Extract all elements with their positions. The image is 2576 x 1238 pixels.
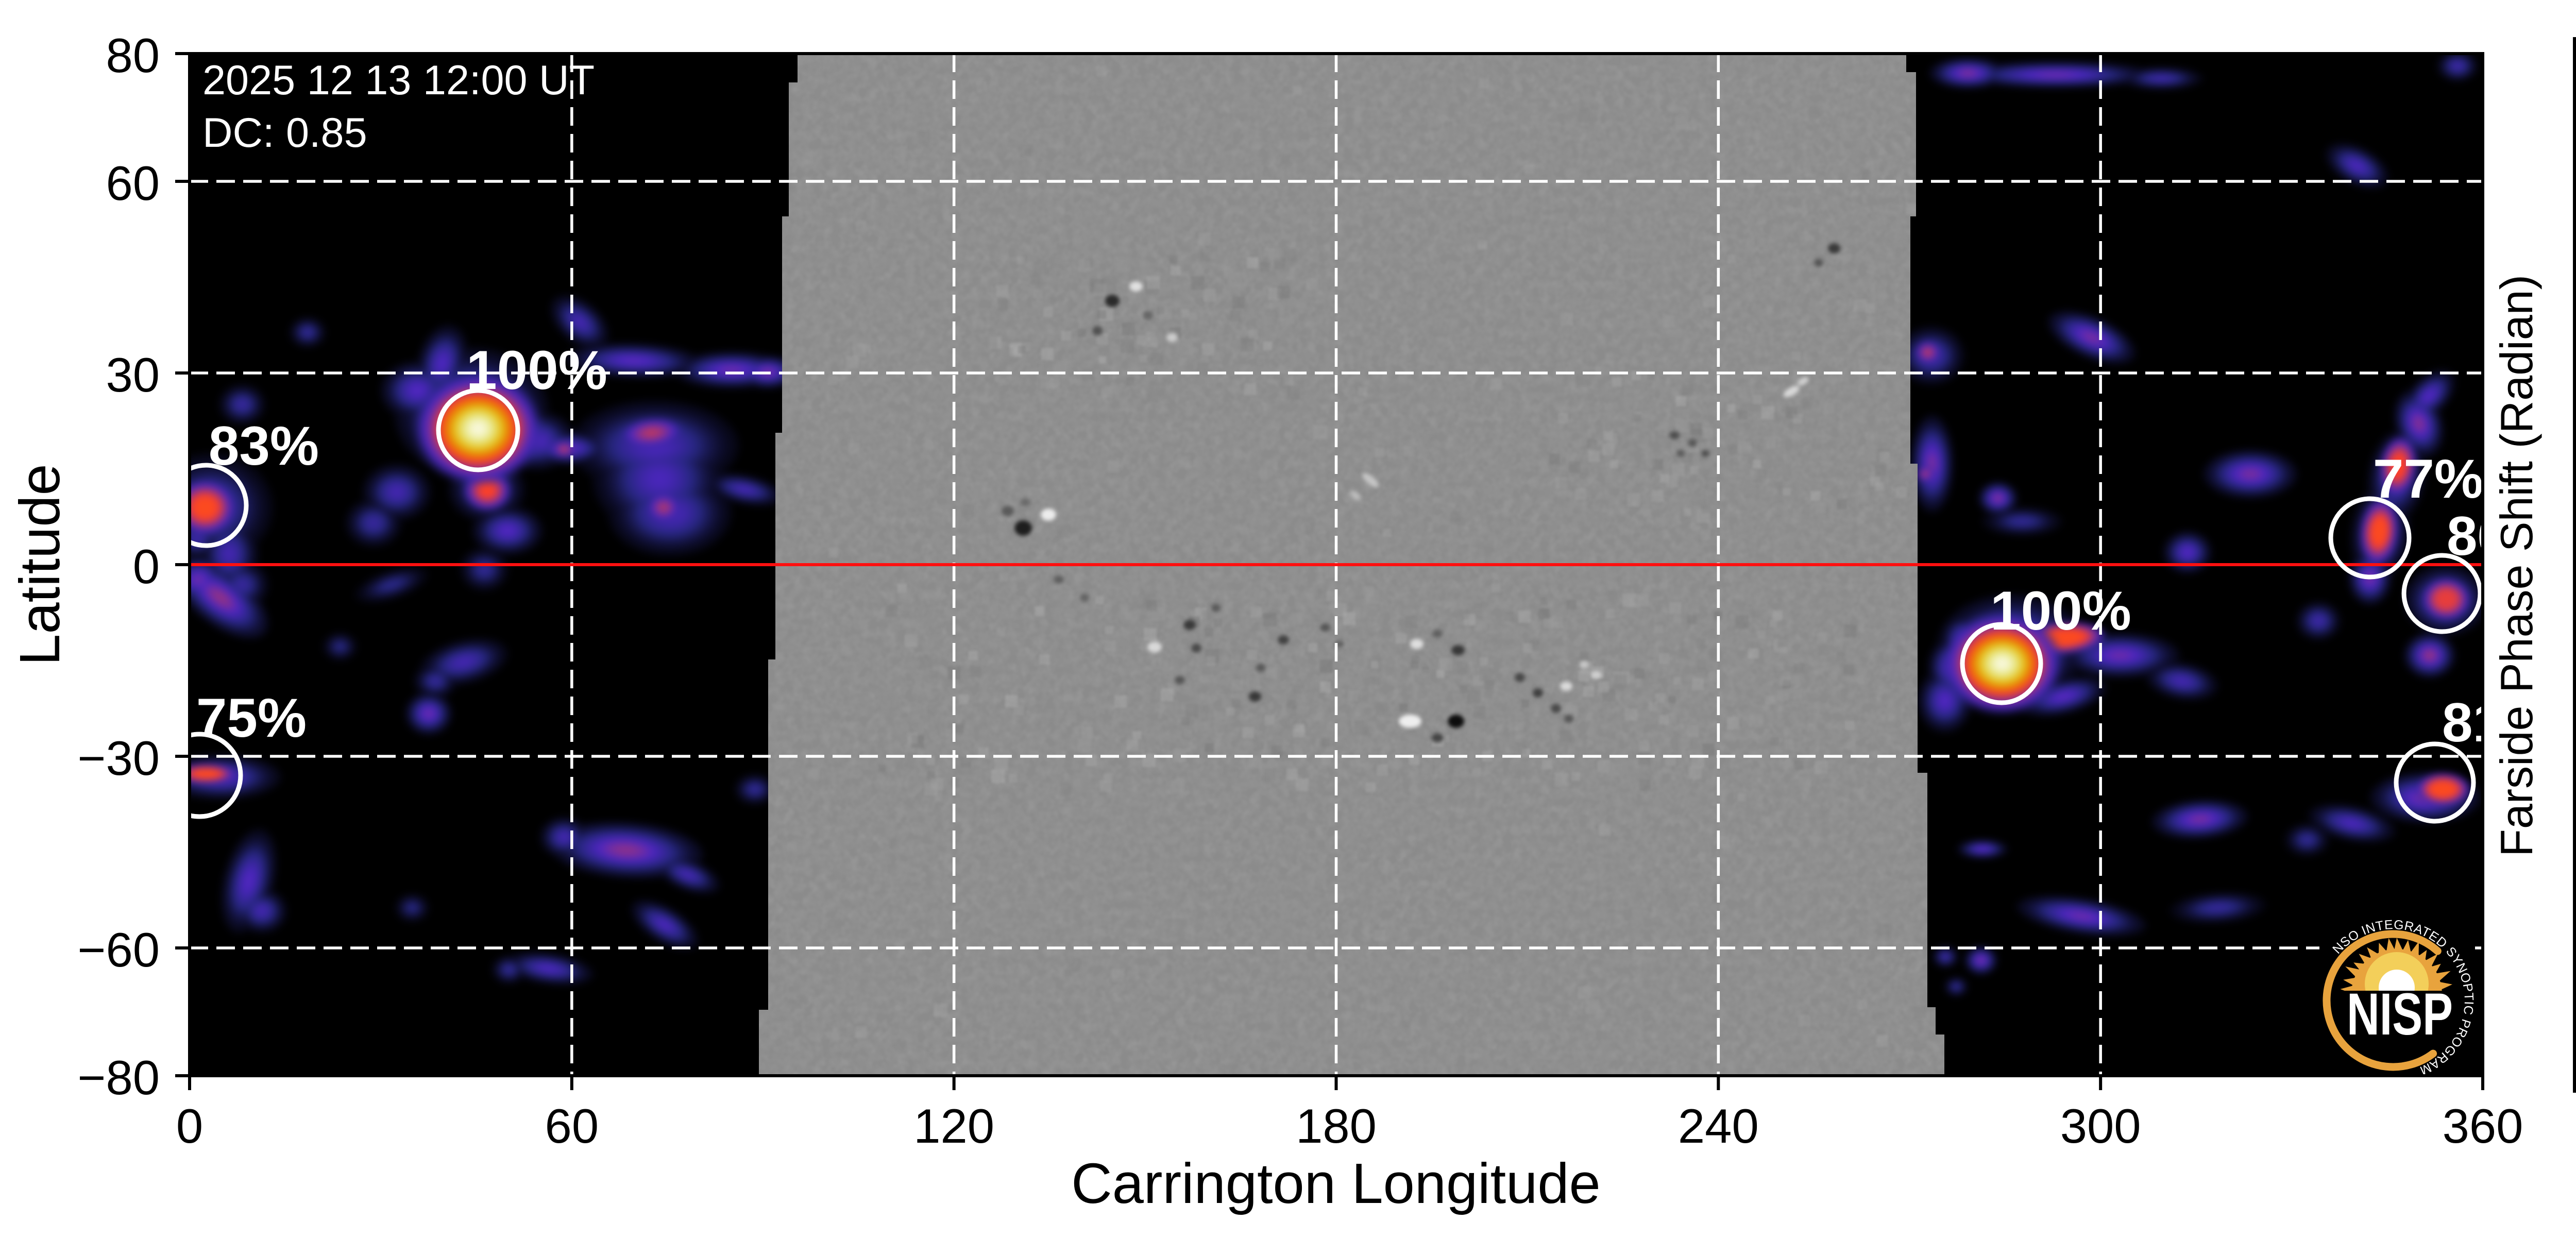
svg-text:30: 30 <box>106 348 160 402</box>
svg-text:300: 300 <box>2060 1099 2141 1153</box>
svg-text:60: 60 <box>106 156 160 210</box>
svg-text:Latitude: Latitude <box>8 464 72 665</box>
svg-text:0: 0 <box>176 1099 203 1153</box>
svg-text:60: 60 <box>545 1099 599 1153</box>
svg-text:75%: 75% <box>196 687 307 749</box>
svg-text:120: 120 <box>913 1099 994 1153</box>
svg-text:−60: −60 <box>78 923 160 977</box>
svg-text:2025 12 13 12:00 UT: 2025 12 13 12:00 UT <box>202 57 595 104</box>
svg-text:DC: 0.85: DC: 0.85 <box>202 110 367 156</box>
svg-text:−30: −30 <box>78 731 160 785</box>
svg-text:100%: 100% <box>1990 580 2131 641</box>
svg-text:−80: −80 <box>78 1050 160 1105</box>
svg-text:77%: 77% <box>2373 448 2483 510</box>
svg-text:180: 180 <box>1296 1099 1377 1153</box>
svg-text:360: 360 <box>2443 1099 2523 1153</box>
svg-text:Carrington Longitude: Carrington Longitude <box>1071 1152 1600 1215</box>
svg-text:80: 80 <box>106 28 160 82</box>
svg-text:83%: 83% <box>209 415 319 477</box>
svg-text:Farside Phase Shift (Radian): Farside Phase Shift (Radian) <box>2491 275 2542 857</box>
svg-text:0: 0 <box>133 539 160 593</box>
svg-text:240: 240 <box>1678 1099 1759 1153</box>
svg-text:100%: 100% <box>466 339 607 401</box>
svg-text:NISP: NISP <box>2347 981 2453 1047</box>
